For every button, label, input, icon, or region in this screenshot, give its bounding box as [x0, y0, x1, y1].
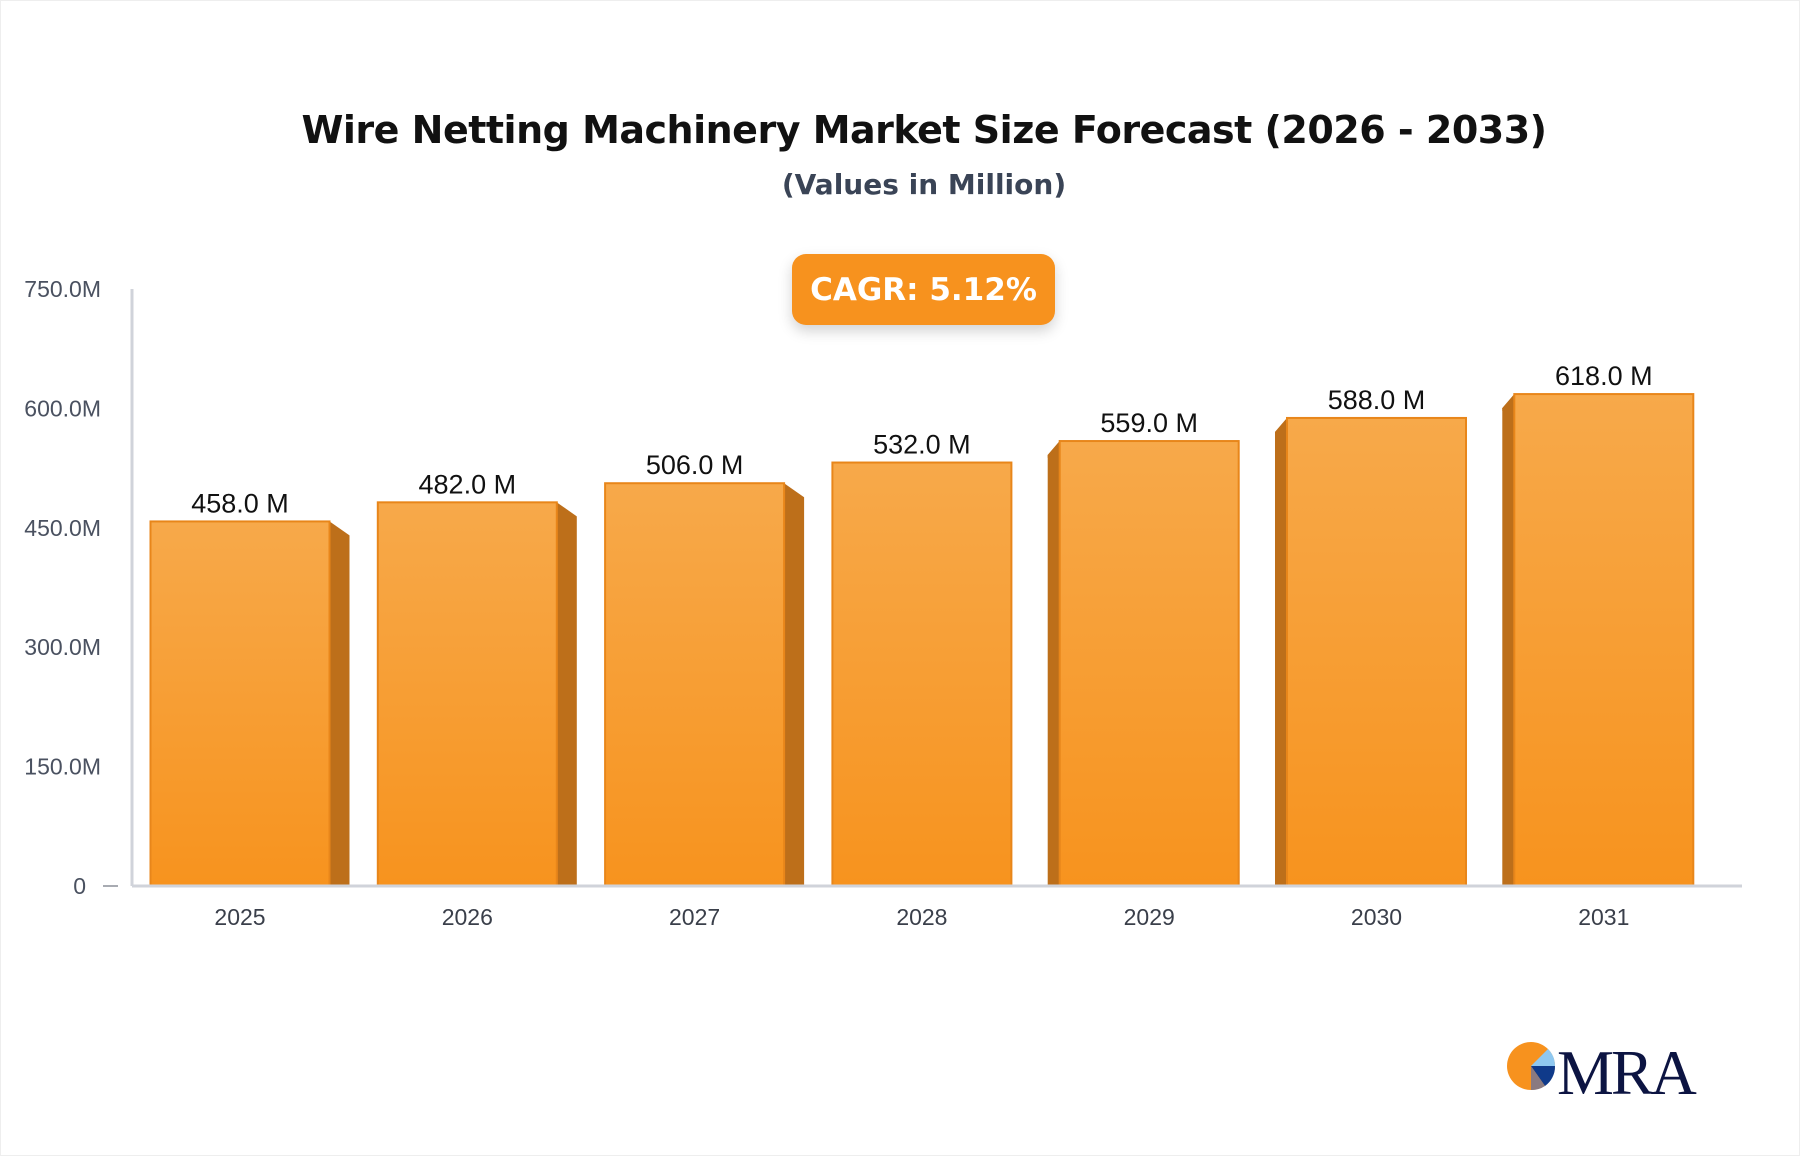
bar-side — [556, 502, 577, 886]
pie-logo-icon — [1507, 1042, 1556, 1091]
bar-side — [1047, 441, 1060, 886]
y-axis: 0 150.0M 300.0M 450.0M 600.0M 750.0M — [24, 276, 134, 899]
y-tick-label: 450.0M — [24, 515, 101, 541]
data-label: 588.0 M — [1328, 385, 1426, 415]
x-tick-label: 2029 — [1124, 904, 1175, 930]
x-tick-label: 2028 — [896, 904, 947, 930]
data-label: 506.0 M — [646, 450, 744, 480]
bars: 458.0 M 482.0 M 506.0 M 532.0 M 559.0 M 588.0… — [149, 361, 1695, 887]
logo-text: MRA — [1557, 1037, 1697, 1108]
y-tick-label: 150.0M — [24, 754, 101, 780]
x-tick-label: 2031 — [1578, 904, 1629, 930]
data-label: 559.0 M — [1100, 408, 1198, 438]
x-tick-label: 2025 — [214, 904, 265, 930]
x-axis: 2025 2026 2027 2028 2029 2030 2031 — [132, 884, 1742, 930]
x-tick-label: 2026 — [442, 904, 493, 930]
bar — [604, 482, 786, 887]
bar-2025: 458.0 M — [149, 488, 350, 887]
data-label: 482.0 M — [419, 469, 517, 499]
y-tick-label: 600.0M — [24, 395, 101, 421]
bar — [831, 461, 1013, 887]
mra-logo: MRA — [1505, 1037, 1705, 1108]
bar-side-top — [1275, 417, 1287, 435]
y-tick-label: 300.0M — [24, 634, 101, 660]
bar-side — [784, 483, 805, 886]
bar-2026: 482.0 M — [376, 469, 577, 887]
bar-side — [1275, 417, 1287, 886]
bar — [1058, 440, 1240, 887]
data-label: 618.0 M — [1555, 361, 1653, 391]
bar-2031: 618.0 M — [1502, 361, 1695, 887]
bar-2027: 506.0 M — [604, 450, 805, 887]
y-tick-label: 0 — [73, 873, 86, 899]
x-tick-label: 2027 — [669, 904, 720, 930]
bar — [376, 501, 558, 887]
bar-2029: 559.0 M — [1047, 408, 1240, 887]
y-tick-label: 750.0M — [24, 276, 101, 302]
data-label: 458.0 M — [191, 488, 289, 518]
data-label: 532.0 M — [873, 430, 971, 460]
bar-2028: 532.0 M — [831, 430, 1013, 887]
bar — [149, 520, 331, 887]
x-tick-label: 2030 — [1351, 904, 1402, 930]
bar-side — [1502, 394, 1515, 886]
bar-2030: 588.0 M — [1275, 385, 1467, 887]
bar-side-top — [1047, 441, 1060, 459]
bar — [1513, 393, 1695, 887]
bar — [1286, 416, 1467, 887]
cagr-badge: CAGR: 5.12% — [792, 254, 1055, 325]
chart-subtitle: (Values in Million) — [781, 168, 1067, 201]
bar-side — [329, 521, 350, 886]
chart-title: Wire Netting Machinery Market Size Forec… — [301, 108, 1547, 152]
bar-side-top — [1502, 394, 1515, 412]
